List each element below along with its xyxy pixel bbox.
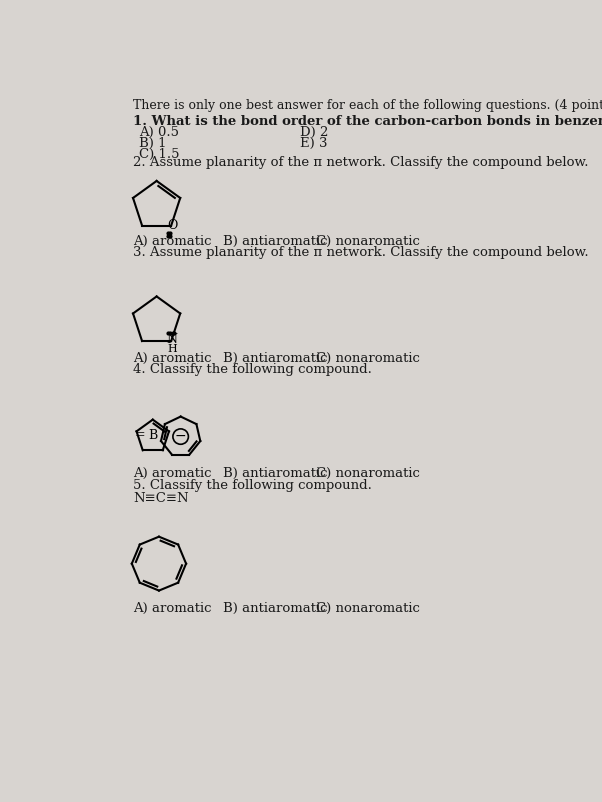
Text: B) antiaromatic: B) antiaromatic (223, 468, 327, 480)
Text: C) nonaromatic: C) nonaromatic (315, 235, 420, 248)
Text: 5. Classify the following compound.: 5. Classify the following compound. (134, 479, 372, 492)
Text: A) aromatic: A) aromatic (134, 602, 212, 615)
Text: B: B (148, 428, 157, 442)
Text: 1. What is the bond order of the carbon-carbon bonds in benzene?: 1. What is the bond order of the carbon-… (134, 115, 602, 128)
Text: C) nonaromatic: C) nonaromatic (315, 468, 420, 480)
Text: −: − (175, 429, 187, 443)
Text: N: N (167, 333, 178, 346)
Text: A) aromatic: A) aromatic (134, 352, 212, 365)
Text: 2. Assume planarity of the π network. Classify the compound below.: 2. Assume planarity of the π network. Cl… (134, 156, 589, 168)
Text: B) antiaromatic: B) antiaromatic (223, 235, 327, 248)
Text: O: O (167, 219, 177, 232)
Text: C) 1.5: C) 1.5 (139, 148, 179, 161)
Text: E) 3: E) 3 (300, 137, 327, 150)
Text: 3. Assume planarity of the π network. Classify the compound below.: 3. Assume planarity of the π network. Cl… (134, 246, 589, 259)
Text: N≡C≡N: N≡C≡N (134, 492, 189, 505)
Text: C) nonaromatic: C) nonaromatic (315, 602, 420, 615)
Text: H: H (167, 344, 177, 354)
Text: 4. Classify the following compound.: 4. Classify the following compound. (134, 363, 372, 376)
Text: A) aromatic: A) aromatic (134, 468, 212, 480)
Text: A) 0.5: A) 0.5 (139, 126, 179, 140)
Text: D) 2: D) 2 (300, 126, 328, 140)
Text: A) aromatic: A) aromatic (134, 235, 212, 248)
Text: B) antiaromatic: B) antiaromatic (223, 602, 327, 615)
Text: B) 1: B) 1 (139, 137, 166, 150)
Text: B) antiaromatic: B) antiaromatic (223, 352, 327, 365)
Text: C) nonaromatic: C) nonaromatic (315, 352, 420, 365)
Text: There is only one best answer for each of the following questions. (4 points eac: There is only one best answer for each o… (134, 99, 602, 112)
Text: =: = (134, 428, 145, 442)
